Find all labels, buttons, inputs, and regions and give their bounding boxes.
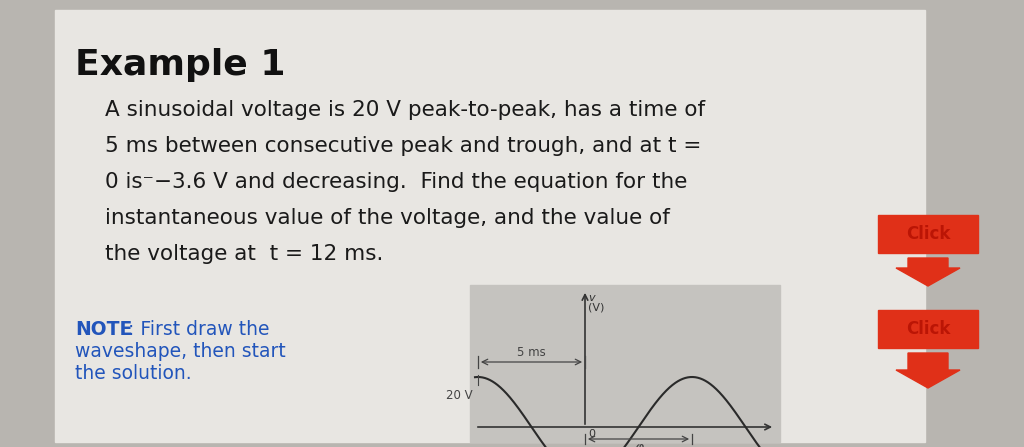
Text: v: v [588,293,595,303]
Text: 0 is⁻−3.6 V and decreasing.  Find the equation for the: 0 is⁻−3.6 V and decreasing. Find the equ… [105,172,687,192]
Text: the solution.: the solution. [75,364,191,383]
Text: : First draw the: : First draw the [122,320,269,339]
Text: NOTE: NOTE [75,320,132,339]
Text: 20 V: 20 V [446,389,473,402]
Text: Example 1: Example 1 [75,48,286,82]
Text: A sinusoidal voltage is 20 V peak-to-peak, has a time of: A sinusoidal voltage is 20 V peak-to-pea… [105,100,706,120]
FancyArrow shape [896,353,961,388]
Text: 5 ms between consecutive peak and trough, and at t =: 5 ms between consecutive peak and trough… [105,136,701,156]
Text: Click: Click [906,225,950,243]
Bar [878,215,978,253]
Text: Click: Click [906,320,950,338]
Bar [878,310,978,348]
Text: 0: 0 [588,429,595,439]
Bar [55,10,925,442]
Text: waveshape, then start: waveshape, then start [75,342,286,361]
Bar [470,285,780,442]
Text: (V): (V) [588,303,604,313]
FancyArrow shape [896,258,961,286]
Text: 5 ms: 5 ms [517,346,546,359]
Text: φ: φ [634,441,643,447]
Text: instantaneous value of the voltage, and the value of: instantaneous value of the voltage, and … [105,208,670,228]
Text: the voltage at  t = 12 ms.: the voltage at t = 12 ms. [105,244,383,264]
